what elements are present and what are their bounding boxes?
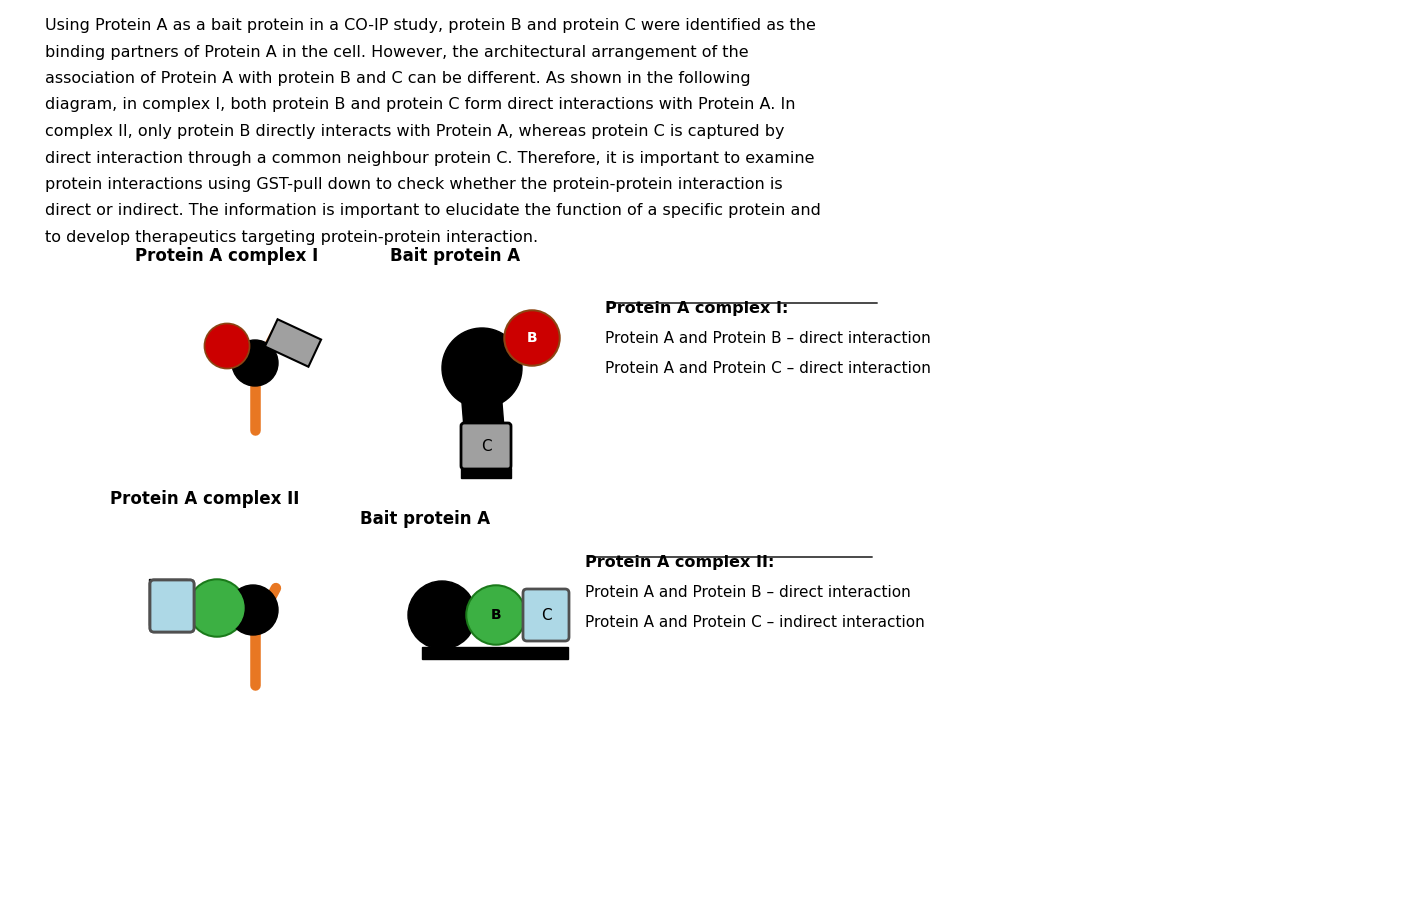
Circle shape xyxy=(232,340,278,386)
FancyBboxPatch shape xyxy=(150,580,194,632)
Circle shape xyxy=(441,328,522,408)
Text: Protein A and Protein B – direct interaction: Protein A and Protein B – direct interac… xyxy=(605,331,931,346)
Circle shape xyxy=(228,585,278,635)
FancyBboxPatch shape xyxy=(150,580,194,632)
Text: Protein A and Protein B – direct interaction: Protein A and Protein B – direct interac… xyxy=(585,585,911,600)
Text: Bait protein A: Bait protein A xyxy=(389,247,520,265)
Text: binding partners of Protein A in the cell. However, the architectural arrangemen: binding partners of Protein A in the cel… xyxy=(45,44,748,59)
Text: Protein A complex I:: Protein A complex I: xyxy=(605,301,789,316)
Text: direct interaction through a common neighbour protein C. Therefore, it is import: direct interaction through a common neig… xyxy=(45,150,814,165)
Polygon shape xyxy=(461,468,510,478)
Text: B: B xyxy=(527,331,537,345)
Text: association of Protein A with protein B and C can be different. As shown in the : association of Protein A with protein B … xyxy=(45,71,751,86)
Circle shape xyxy=(468,587,524,643)
Text: C: C xyxy=(481,438,491,453)
Text: Protein A complex II:: Protein A complex II: xyxy=(585,555,775,570)
Polygon shape xyxy=(264,319,321,366)
Circle shape xyxy=(506,312,558,364)
Text: direct or indirect. The information is important to elucidate the function of a : direct or indirect. The information is i… xyxy=(45,203,821,219)
Text: C: C xyxy=(541,607,551,622)
Text: to develop therapeutics targeting protein-protein interaction.: to develop therapeutics targeting protei… xyxy=(45,230,538,245)
Text: Protein A complex II: Protein A complex II xyxy=(110,490,299,508)
Text: Protein A and Protein C – indirect interaction: Protein A and Protein C – indirect inter… xyxy=(585,615,925,630)
Text: Bait protein A: Bait protein A xyxy=(360,510,491,528)
Circle shape xyxy=(190,581,245,635)
Text: Using Protein A as a bait protein in a CO-IP study, protein B and protein C were: Using Protein A as a bait protein in a C… xyxy=(45,18,815,33)
Polygon shape xyxy=(463,403,503,428)
Text: Protein A complex I: Protein A complex I xyxy=(135,247,318,265)
Polygon shape xyxy=(235,600,269,620)
FancyBboxPatch shape xyxy=(523,589,569,641)
Text: Protein A and Protein C – direct interaction: Protein A and Protein C – direct interac… xyxy=(605,361,931,376)
Polygon shape xyxy=(523,589,562,635)
Circle shape xyxy=(408,581,477,649)
Polygon shape xyxy=(422,647,568,659)
Text: complex II, only protein B directly interacts with Protein A, whereas protein C : complex II, only protein B directly inte… xyxy=(45,124,785,139)
Text: diagram, in complex I, both protein B and protein C form direct interactions wit: diagram, in complex I, both protein B an… xyxy=(45,98,796,113)
Polygon shape xyxy=(149,579,187,625)
FancyBboxPatch shape xyxy=(461,423,510,469)
Text: B: B xyxy=(491,608,502,622)
Text: protein interactions using GST-pull down to check whether the protein-protein in: protein interactions using GST-pull down… xyxy=(45,177,783,192)
Circle shape xyxy=(207,325,247,367)
